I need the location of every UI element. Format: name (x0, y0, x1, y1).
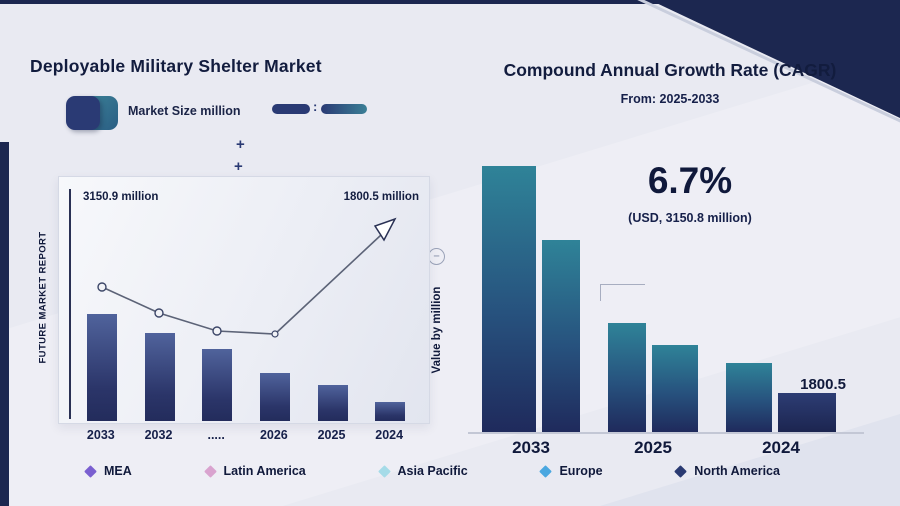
plus-icon: + (234, 158, 243, 175)
left-chart-annotation-min: 1800.5 million (343, 191, 419, 203)
legend-diamond-icon (674, 464, 688, 478)
left-bar-2026 (259, 373, 290, 421)
right-bar-2025 (608, 323, 646, 432)
left-x-label: 2033 (86, 428, 115, 442)
legend-diamond-icon (539, 464, 553, 478)
legend-label: Asia Pacific (397, 464, 468, 478)
left-bar-col (304, 385, 362, 421)
legend-label: MEA (104, 464, 132, 478)
left-bar-2033 (86, 314, 117, 421)
left-chart-bars (73, 301, 419, 421)
cagr-subtitle: From: 2025-2033 (620, 92, 720, 106)
left-bar-2024 (375, 402, 406, 421)
left-x-label: 2032 (144, 428, 173, 442)
legend-item-asia-pacific: Asia Pacific (377, 464, 468, 478)
legend-diamond-icon (377, 464, 391, 478)
top-border-decoration (0, 0, 900, 4)
legend-diamond-icon (203, 464, 217, 478)
right-chart: 2033 2025 2024 1800.5 (468, 160, 864, 472)
right-chart-baseline (468, 432, 864, 434)
page-title: Deployable Military Shelter Market (30, 56, 322, 76)
navy-pill-icon (272, 104, 310, 114)
left-chart-xaxis: 2033 2032..... 2026 2025 2024 (72, 428, 418, 442)
future-market-report-label: FUTURE MARKET REPORT (37, 231, 49, 364)
legend-item-north-america: North America (674, 464, 780, 478)
right-chart-labels: 2033 2025 2024 (468, 438, 836, 458)
right-bar-2025 (652, 345, 698, 432)
left-chart-panel: 3150.9 million 1800.5 million (58, 176, 430, 424)
left-bar-col (73, 314, 131, 421)
pill-colon-separator: : (313, 99, 318, 114)
legend-item-mea: MEA (84, 464, 132, 478)
right-bar-2033 (542, 240, 580, 432)
left-bar-2025 (317, 385, 348, 421)
legend-label: Latin America (223, 464, 306, 478)
legend-diamond-icon (84, 464, 97, 478)
cagr-value: 6.7% (647, 160, 733, 201)
right-bar-2024 (726, 363, 772, 432)
circle-minus-icon: – (428, 248, 445, 265)
left-chart-y-axis (69, 189, 71, 419)
cagr-title: Compound Annual Growth Rate (CAGR) (503, 60, 837, 80)
right-chart-annotation: 1800.5 (800, 376, 846, 393)
navy-circle-icon (66, 96, 100, 130)
right-x-label: 2033 (512, 438, 550, 457)
left-bar-..... (202, 349, 233, 421)
gradient-pill-icon (321, 104, 367, 114)
plus-icon: + (236, 136, 245, 153)
right-chart-y-axis-label: Value by million (431, 286, 443, 374)
right-bar-group-2033 (482, 166, 580, 432)
step-line-decoration (600, 284, 645, 301)
right-bar-2024 (778, 393, 836, 432)
left-x-label: 2024 (375, 428, 404, 442)
legend-item-latin-america: Latin America (203, 464, 306, 478)
left-bar-col (131, 333, 189, 421)
bottom-legend: MEA Latin America Asia Pacific Europe North … (84, 464, 780, 478)
cagr-value-subtext: (USD, 3150.8 million) (628, 211, 752, 225)
right-x-label: 2025 (634, 438, 672, 457)
market-size-legend-label: Market Size million (128, 104, 241, 118)
left-x-label: 2026 (259, 428, 288, 442)
right-chart-groups (468, 160, 836, 432)
right-bar-group-2025 (608, 323, 698, 432)
left-bar-col (188, 349, 246, 421)
left-bar-col (361, 402, 419, 421)
legend-label: Europe (559, 464, 603, 478)
legend-label: North America (694, 464, 780, 478)
right-x-label: 2024 (762, 438, 800, 457)
legend-item-europe: Europe (539, 464, 603, 478)
right-bar-group-2024 (726, 363, 836, 432)
market-size-legend-icon (66, 96, 118, 130)
left-border-decoration (0, 142, 9, 506)
left-bar-2032 (144, 333, 175, 421)
left-x-label: 2025 (317, 428, 346, 442)
left-chart-annotation-max: 3150.9 million (83, 191, 159, 203)
left-x-label: ..... (207, 428, 225, 442)
right-bar-2033 (482, 166, 536, 432)
left-bar-col (246, 373, 304, 421)
